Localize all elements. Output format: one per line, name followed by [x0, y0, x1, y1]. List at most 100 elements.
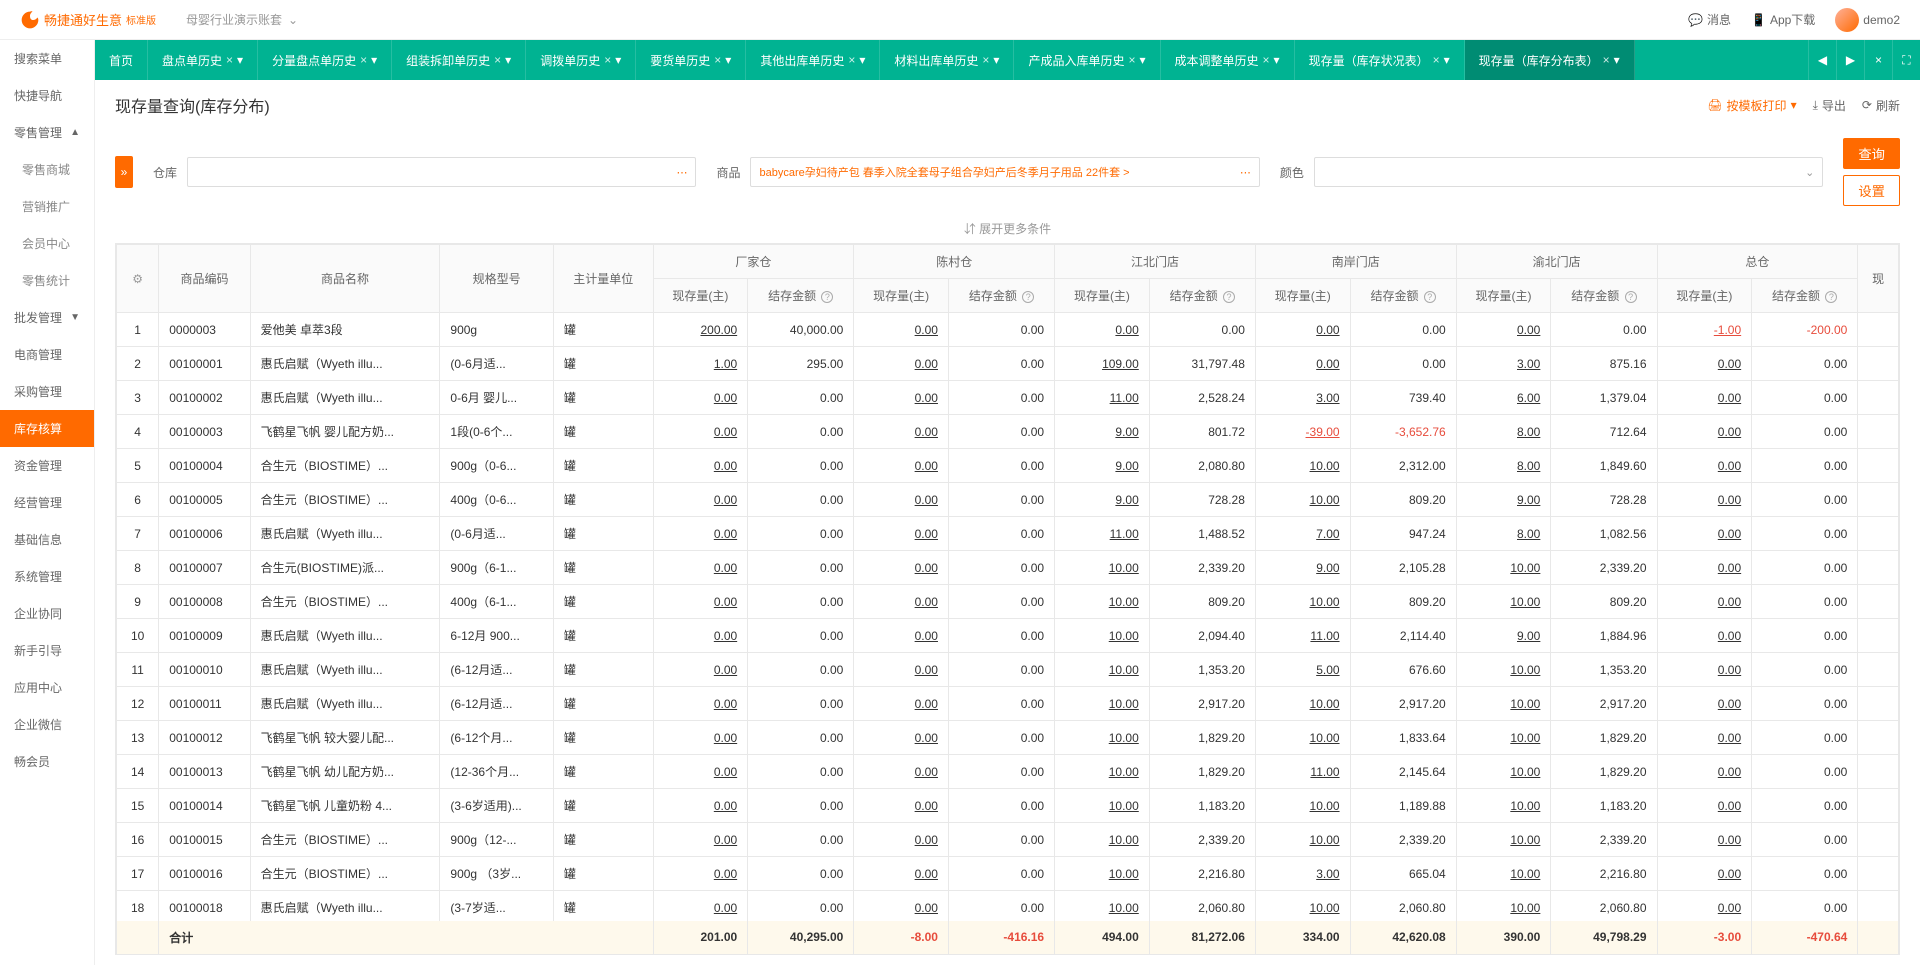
cell-qty[interactable]: 0.00 [854, 313, 949, 347]
cell-qty[interactable]: 0.00 [1657, 755, 1752, 789]
cell-qty[interactable]: 3.00 [1255, 381, 1350, 415]
tab[interactable]: 成本调整单历史 × ▾ [1161, 40, 1295, 80]
close-icon[interactable]: × [604, 53, 611, 67]
cell-qty[interactable]: 10.00 [1055, 653, 1150, 687]
cell-qty[interactable]: 10.00 [1255, 823, 1350, 857]
cell-qty[interactable]: 0.00 [854, 653, 949, 687]
cell-qty[interactable]: 0.00 [854, 857, 949, 891]
close-icon[interactable]: × [360, 53, 367, 67]
cell-qty[interactable]: 0.00 [653, 687, 748, 721]
cell-qty[interactable]: 0.00 [1657, 517, 1752, 551]
cell-qty[interactable]: 0.00 [1657, 857, 1752, 891]
query-button[interactable]: 查询 [1843, 138, 1900, 169]
cell-qty[interactable]: 7.00 [1255, 517, 1350, 551]
cell-qty[interactable]: 0.00 [854, 721, 949, 755]
tabs-control-button[interactable]: ▶ [1836, 40, 1864, 80]
cell-qty[interactable]: 8.00 [1456, 415, 1551, 449]
export-button[interactable]: ⤓导出 [1813, 97, 1846, 114]
cell-qty[interactable]: 0.00 [1657, 415, 1752, 449]
cell-qty[interactable]: 0.00 [653, 381, 748, 415]
tab[interactable]: 现存量（库存状况表） × ▾ [1295, 40, 1465, 80]
cell-qty[interactable]: 0.00 [653, 449, 748, 483]
cell-qty[interactable]: 0.00 [1055, 313, 1150, 347]
settings-column[interactable]: ⚙ [117, 245, 159, 313]
cell-qty[interactable]: 0.00 [653, 721, 748, 755]
cell-qty[interactable]: 9.00 [1456, 619, 1551, 653]
cell-qty[interactable]: 11.00 [1055, 381, 1150, 415]
warehouse-filter-input[interactable]: ⋯ [187, 157, 696, 187]
cell-qty[interactable]: 0.00 [1657, 347, 1752, 381]
cell-qty[interactable]: 0.00 [854, 415, 949, 449]
sidebar-item[interactable]: 畅会员 [0, 743, 94, 780]
cell-qty[interactable]: 8.00 [1456, 517, 1551, 551]
sidebar-item[interactable]: 电商管理 [0, 336, 94, 373]
cell-qty[interactable]: 0.00 [1255, 347, 1350, 381]
collapse-filters-button[interactable]: » [115, 156, 133, 188]
cell-qty[interactable]: 11.00 [1255, 619, 1350, 653]
sidebar-item[interactable]: 批发管理▼ [0, 299, 94, 336]
cell-qty[interactable]: 0.00 [653, 857, 748, 891]
sidebar-item[interactable]: 经营管理 [0, 484, 94, 521]
cell-qty[interactable]: 10.00 [1255, 585, 1350, 619]
cell-qty[interactable]: 0.00 [1657, 721, 1752, 755]
cell-qty[interactable]: 10.00 [1055, 687, 1150, 721]
cell-qty[interactable]: 10.00 [1456, 823, 1551, 857]
expand-filters-button[interactable]: ⇵ 展开更多条件 [95, 214, 1920, 243]
sidebar-item[interactable]: 企业协同 [0, 595, 94, 632]
sidebar-item[interactable]: 新手引导 [0, 632, 94, 669]
cell-qty[interactable]: 10.00 [1055, 721, 1150, 755]
cell-qty[interactable]: 0.00 [653, 755, 748, 789]
cell-qty[interactable]: 0.00 [1657, 789, 1752, 823]
sidebar-item[interactable]: 企业微信 [0, 706, 94, 743]
data-table-wrap[interactable]: ⚙商品编码商品名称规格型号主计量单位厂家仓陈村仓江北门店南岸门店渝北门店总仓现现… [115, 243, 1900, 955]
tab[interactable]: 盘点单历史 × ▾ [148, 40, 258, 80]
close-icon[interactable]: × [714, 53, 721, 67]
cell-qty[interactable]: 0.00 [854, 517, 949, 551]
sidebar-item[interactable]: 库存核算 [0, 410, 94, 447]
cell-qty[interactable]: 10.00 [1055, 585, 1150, 619]
cell-qty[interactable]: 0.00 [1255, 313, 1350, 347]
cell-qty[interactable]: 0.00 [1657, 381, 1752, 415]
close-icon[interactable]: × [494, 53, 501, 67]
tabs-control-button[interactable]: ◀ [1808, 40, 1836, 80]
cell-qty[interactable]: 10.00 [1456, 755, 1551, 789]
sidebar-item[interactable]: 搜索菜单 [0, 40, 94, 77]
cell-qty[interactable]: 3.00 [1255, 857, 1350, 891]
cell-qty[interactable]: 5.00 [1255, 653, 1350, 687]
tab[interactable]: 组装拆卸单历史 × ▾ [392, 40, 526, 80]
cell-qty[interactable]: 9.00 [1055, 415, 1150, 449]
cell-qty[interactable]: 0.00 [1657, 687, 1752, 721]
print-button[interactable]: 🖨按模板打印 ▾ [1707, 97, 1796, 114]
sidebar-item[interactable]: 零售统计 [0, 262, 94, 299]
cell-qty[interactable]: 200.00 [653, 313, 748, 347]
tabs-control-button[interactable]: ⛶ [1892, 40, 1920, 80]
messages-link[interactable]: 💬 消息 [1688, 11, 1731, 28]
tab[interactable]: 现存量（库存分布表） × ▾ [1465, 40, 1635, 80]
help-icon[interactable]: ? [1825, 291, 1837, 303]
cell-qty[interactable]: 0.00 [1657, 823, 1752, 857]
cell-qty[interactable]: 0.00 [653, 551, 748, 585]
tab[interactable]: 分量盘点单历史 × ▾ [258, 40, 392, 80]
account-selector[interactable]: 母婴行业演示账套 ⌄ [186, 11, 298, 28]
cell-qty[interactable]: 0.00 [653, 619, 748, 653]
cell-qty[interactable]: -1.00 [1657, 313, 1752, 347]
help-icon[interactable]: ? [1223, 291, 1235, 303]
help-icon[interactable]: ? [821, 291, 833, 303]
cell-qty[interactable]: 8.00 [1456, 449, 1551, 483]
cell-qty[interactable]: 0.00 [653, 517, 748, 551]
help-icon[interactable]: ? [1424, 291, 1436, 303]
close-icon[interactable]: × [982, 53, 989, 67]
sidebar-item[interactable]: 零售管理▲ [0, 114, 94, 151]
cell-qty[interactable]: 0.00 [1657, 619, 1752, 653]
cell-qty[interactable]: 10.00 [1055, 619, 1150, 653]
cell-qty[interactable]: 0.00 [854, 483, 949, 517]
cell-qty[interactable]: 3.00 [1456, 347, 1551, 381]
tab[interactable]: 材料出库单历史 × ▾ [880, 40, 1014, 80]
cell-qty[interactable]: 9.00 [1055, 483, 1150, 517]
cell-qty[interactable]: 10.00 [1456, 551, 1551, 585]
tab[interactable]: 其他出库单历史 × ▾ [746, 40, 880, 80]
close-icon[interactable]: × [1433, 53, 1440, 67]
cell-qty[interactable]: 0.00 [653, 415, 748, 449]
cell-qty[interactable]: 10.00 [1255, 789, 1350, 823]
close-icon[interactable]: × [1263, 53, 1270, 67]
